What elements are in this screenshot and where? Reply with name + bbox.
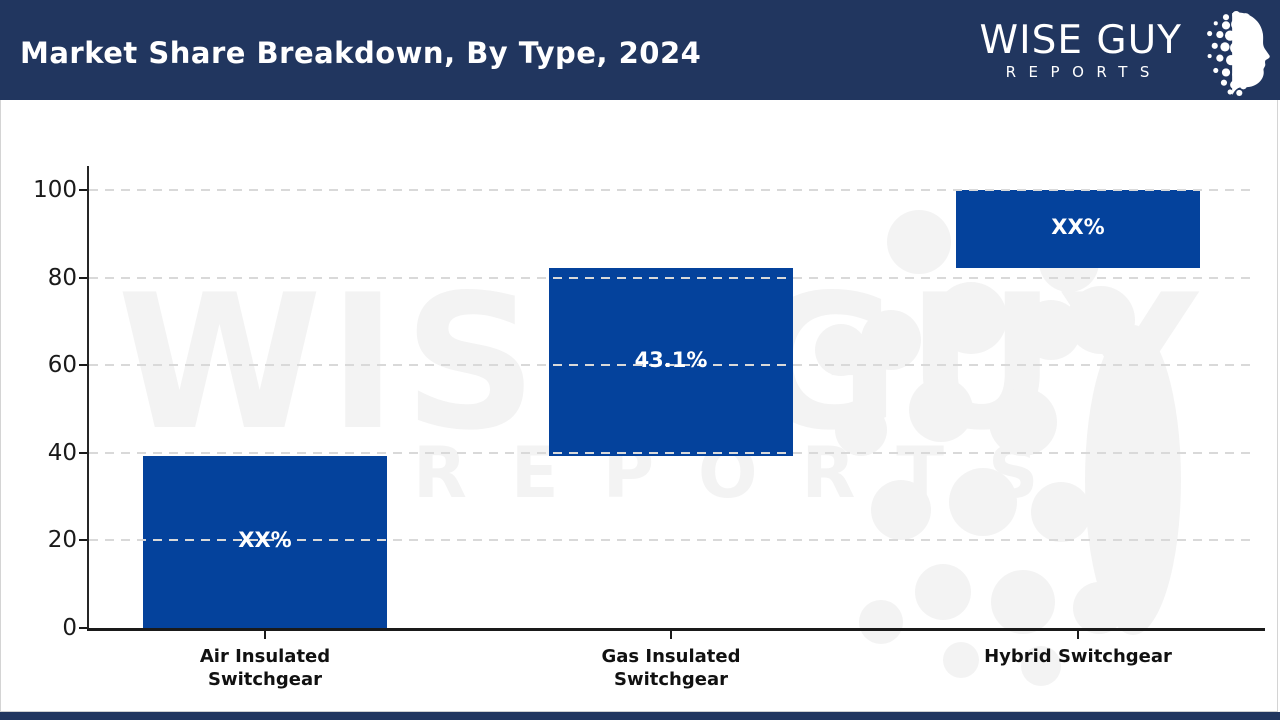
y-tick-mark-100	[79, 189, 87, 191]
category-label-gas-insulated-switchgear: Gas Insulated Switchgear	[601, 646, 741, 690]
bar-hybrid-switchgear	[956, 190, 1200, 268]
y-tick-mark-40	[79, 451, 87, 454]
gridline-100	[89, 189, 1253, 191]
bar-value-label-gas-insulated-switchgear: 43.1%	[634, 347, 708, 372]
y-axis-line	[87, 166, 89, 631]
bar-value-label-air-insulated-switchgear: XX%	[238, 528, 292, 553]
y-tick-label-80: 80	[47, 264, 77, 291]
bar-value-label-hybrid-switchgear: XX%	[1051, 214, 1105, 239]
gridline-60	[89, 364, 1253, 367]
y-tick-label-100: 100	[33, 177, 77, 203]
y-tick-label-60: 60	[47, 352, 77, 379]
x-axis-line	[87, 628, 1265, 631]
y-tick-label-20: 20	[47, 527, 77, 554]
y-tick-mark-0	[79, 627, 87, 629]
wise-guy-head-icon	[1207, 11, 1270, 96]
footer-bar	[0, 712, 1280, 720]
page-title: Market Share Breakdown, By Type, 2024	[20, 36, 702, 70]
logo-text: WISE GUY REPORTS	[979, 18, 1182, 82]
x-tick-mark-hybrid-switchgear	[1077, 631, 1079, 639]
gridline-80	[89, 276, 1253, 279]
bar-gas-insulated-switchgear	[549, 267, 793, 457]
header-bar: Market Share Breakdown, By Type, 2024 WI…	[0, 0, 1280, 100]
watermark-head-icon	[815, 205, 1181, 686]
category-label-hybrid-switchgear: Hybrid Switchgear	[984, 646, 1172, 667]
y-tick-mark-20	[79, 539, 87, 542]
logo-wordmark: WISE GUY	[979, 18, 1182, 63]
x-tick-mark-air-insulated-switchgear	[264, 631, 266, 639]
chart-area: WISE GUY REPORTS 0 20 40 60 80 100 XX% Air Insu…	[0, 100, 1278, 712]
gridline-20	[89, 539, 1253, 542]
x-tick-mark-gas-insulated-switchgear	[670, 631, 672, 639]
y-tick-mark-60	[79, 364, 87, 367]
bar-air-insulated-switchgear	[143, 456, 387, 628]
y-tick-label-40: 40	[47, 439, 77, 466]
y-tick-label-0: 0	[62, 615, 77, 641]
wise-guy-logo: WISE GUY REPORTS	[980, 7, 1270, 96]
y-tick-mark-80	[79, 276, 87, 279]
gridline-40	[89, 451, 1253, 454]
logo-subtext: REPORTS	[1005, 63, 1162, 81]
category-label-air-insulated-switchgear: Air Insulated Switchgear	[199, 646, 331, 690]
